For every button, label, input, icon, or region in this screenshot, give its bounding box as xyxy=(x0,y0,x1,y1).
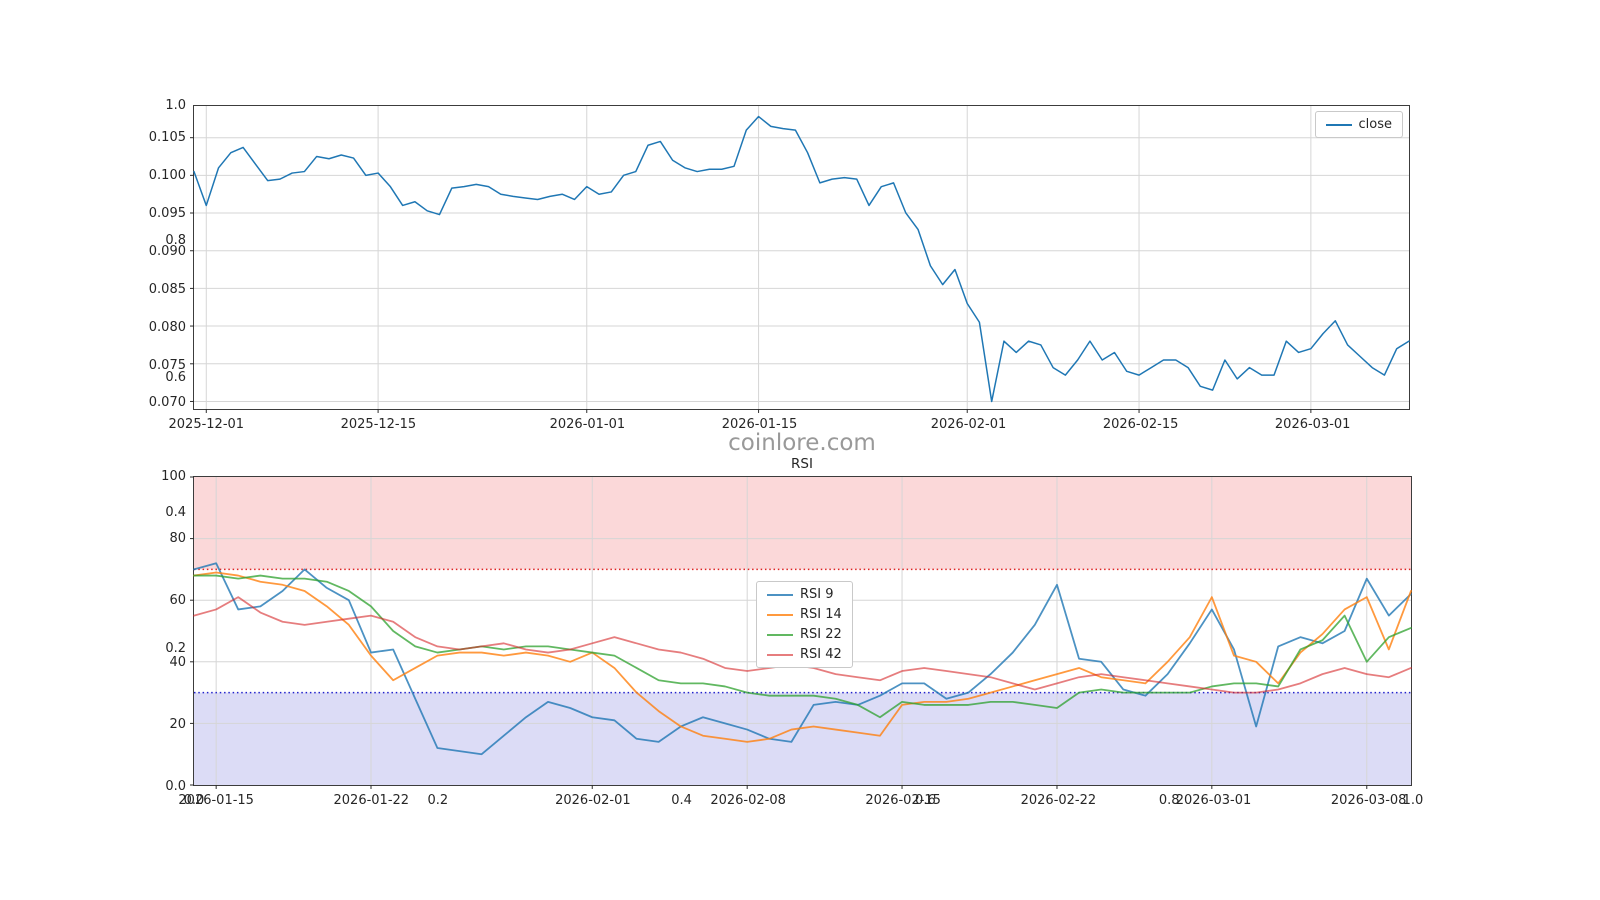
twin-y-tick-label: 1.0 xyxy=(165,97,186,113)
y-tick-label: 80 xyxy=(169,530,186,546)
x-tick-label: 2026-02-22 xyxy=(1020,793,1097,808)
rsi-chart-area: 2026-01-15 2026-01-22 2026-02-01 2026-02-08… xyxy=(161,469,1423,808)
price-legend: close xyxy=(1314,111,1403,138)
y-tick-label: 0.100 xyxy=(148,167,186,183)
twin-y-tick-label: 0.8 xyxy=(165,232,186,248)
y-tick-label: 0.080 xyxy=(148,319,186,335)
twin-y-tick-label: 0.4 xyxy=(165,504,186,520)
twin-x-tick-label: 0.0 xyxy=(183,793,205,808)
y-tick-label: 0.105 xyxy=(148,129,186,145)
y-tick-label: 20 xyxy=(169,716,186,732)
x-tick-label: 2026-02-01 xyxy=(555,793,631,808)
x-tick-label: 2026-02-08 xyxy=(710,793,786,808)
x-tick-label: 2026-03-01 xyxy=(1175,793,1252,808)
y-tick-label: 0.0 xyxy=(165,778,186,794)
legend-label: close xyxy=(1358,117,1392,132)
x-tick-label: 2026-02-15 xyxy=(865,793,941,808)
legend-label: RSI 9 xyxy=(800,587,834,602)
legend-line-sample-icon xyxy=(767,633,793,636)
x-tick-label: 2026-02-01 xyxy=(930,417,1007,432)
x-tick-label: 2026-03-01 xyxy=(1274,417,1351,432)
y-tick-label: 0.070 xyxy=(148,395,186,411)
x-tick-label: 2025-12-15 xyxy=(340,417,417,432)
y-tick-label: 60 xyxy=(169,592,186,608)
legend-line-sample-icon xyxy=(767,613,793,616)
legend-label: RSI 14 xyxy=(800,607,842,622)
legend-line-sample-icon xyxy=(767,593,793,596)
y-tick-label: 100 xyxy=(161,468,186,484)
y-tick-label: 0.090 xyxy=(148,243,186,259)
legend-row-rsi-22: RSI 22 xyxy=(767,627,842,642)
twin-x-tick-label: 0.6 xyxy=(915,793,936,808)
x-tick-label: 2026-01-22 xyxy=(333,793,410,808)
legend-row-rsi-9: RSI 9 xyxy=(767,587,842,602)
x-tick-label: 2025-12-01 xyxy=(168,417,245,432)
price-chart-area: 2025-12-01 2025-12-15 2026-01-01 2026-01-15… xyxy=(149,98,1410,432)
y-tick-label: 0.095 xyxy=(148,205,186,221)
rsi-legend: RSI 9 RSI 14 RSI 22 RSI 42 xyxy=(756,581,853,668)
twin-x-tick-label: 0.2 xyxy=(427,793,449,808)
twin-y-tick-label: 0.2 xyxy=(165,640,186,656)
legend-row-rsi-14: RSI 14 xyxy=(767,607,842,622)
twin-x-tick-label: 1.0 xyxy=(1402,793,1424,808)
rsi-plot-svg xyxy=(190,476,1412,789)
x-tick-label: 2026-03-08 xyxy=(1330,793,1407,808)
legend-row-rsi-42: RSI 42 xyxy=(767,647,842,662)
y-tick-label: 0.075 xyxy=(148,357,186,373)
price-plot-svg xyxy=(190,106,1410,413)
twin-x-tick-label: 0.4 xyxy=(671,793,692,808)
x-tick-label: 2026-02-15 xyxy=(1102,417,1179,432)
y-tick-label: 40 xyxy=(169,654,186,670)
x-tick-label: 2026-01-15 xyxy=(178,793,254,808)
rsi-chart-title: RSI xyxy=(791,456,813,472)
legend-row-close: close xyxy=(1325,117,1392,132)
legend-line-sample-icon xyxy=(1325,123,1352,126)
watermark-text: coinlore.com xyxy=(728,430,876,456)
legend-line-sample-icon xyxy=(767,653,793,656)
legend-label: RSI 42 xyxy=(800,647,842,662)
x-tick-label: 2026-01-01 xyxy=(549,417,626,432)
twin-x-tick-label: 0.8 xyxy=(1158,793,1180,808)
y-tick-label: 0.085 xyxy=(148,281,186,297)
twin-y-tick-label: 0.6 xyxy=(165,369,186,385)
x-tick-label: 2026-01-15 xyxy=(721,417,798,432)
legend-label: RSI 22 xyxy=(800,627,842,642)
